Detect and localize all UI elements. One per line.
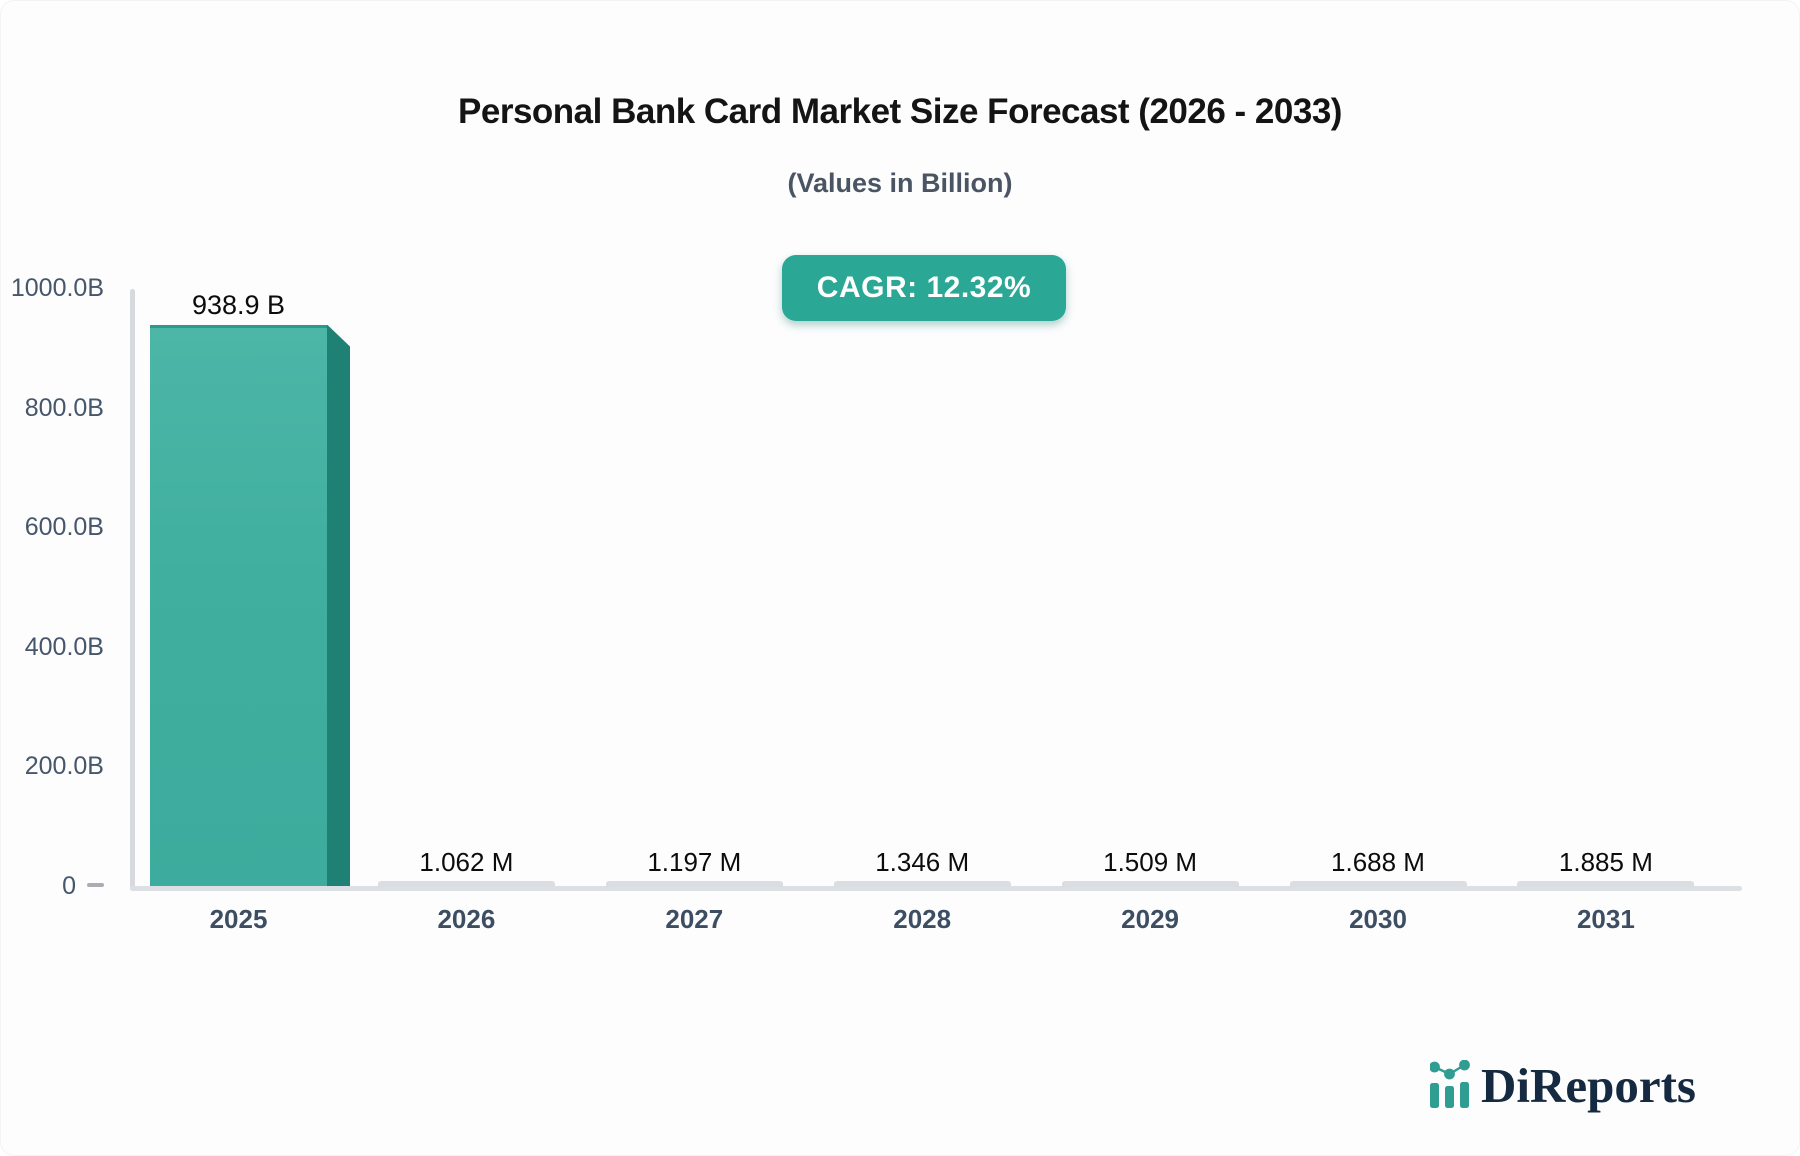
zero-tick-dash [87,883,104,887]
bar-2031 [1517,881,1695,887]
x-tick-label-2027: 2027 [665,904,724,934]
bar-2026 [377,881,555,887]
bar-2029 [1061,881,1239,887]
bar-2028 [833,881,1011,887]
y-axis-line [130,289,135,891]
bar-value-label: 1.509 M [1103,847,1198,877]
x-tick-label-2026: 2026 [437,904,496,934]
bar-value-label: 1.062 M [419,847,514,877]
x-tick-label-2029: 2029 [1121,904,1180,934]
chart-title: Personal Bank Card Market Size Forecast … [458,92,1342,131]
bar-value-label: 1.885 M [1558,847,1653,877]
x-axis-line [130,886,1742,891]
bar-chart-trend-icon [1429,1060,1470,1108]
bar-2027 [605,881,783,887]
bar-value-label: 1.688 M [1331,847,1425,877]
x-tick-label-2025: 2025 [209,904,268,934]
direports-logo: DiReports [1429,1058,1696,1113]
y-tick-label: 200.0B [24,752,104,781]
direports-logo-text: DiReports [1480,1058,1696,1113]
bar-2030 [1289,881,1467,887]
y-tick-label: 600.0B [24,513,104,542]
cagr-badge-label: CAGR: 12.32% [816,271,1032,304]
y-tick-label: 0 [0,871,104,901]
bar-value-label: 938.9 B [191,289,286,320]
cagr-badge: CAGR: 12.32% [782,255,1066,321]
bar-value-label: 1.197 M [647,847,742,877]
y-tick-label: 800.0B [24,393,104,422]
x-tick-label-2030: 2030 [1349,904,1407,934]
x-tick-label-2028: 2028 [893,904,952,934]
bar-value-label: 1.346 M [875,847,970,877]
chart-subtitle: (Values in Billion) [787,168,1013,198]
y-tick-label: 400.0B [24,632,104,661]
x-tick-label-2031: 2031 [1576,904,1635,934]
bar-2025 [150,324,327,886]
y-tick-label: 1000.0B [10,274,104,302]
bar-2025-3d-side [327,324,350,886]
